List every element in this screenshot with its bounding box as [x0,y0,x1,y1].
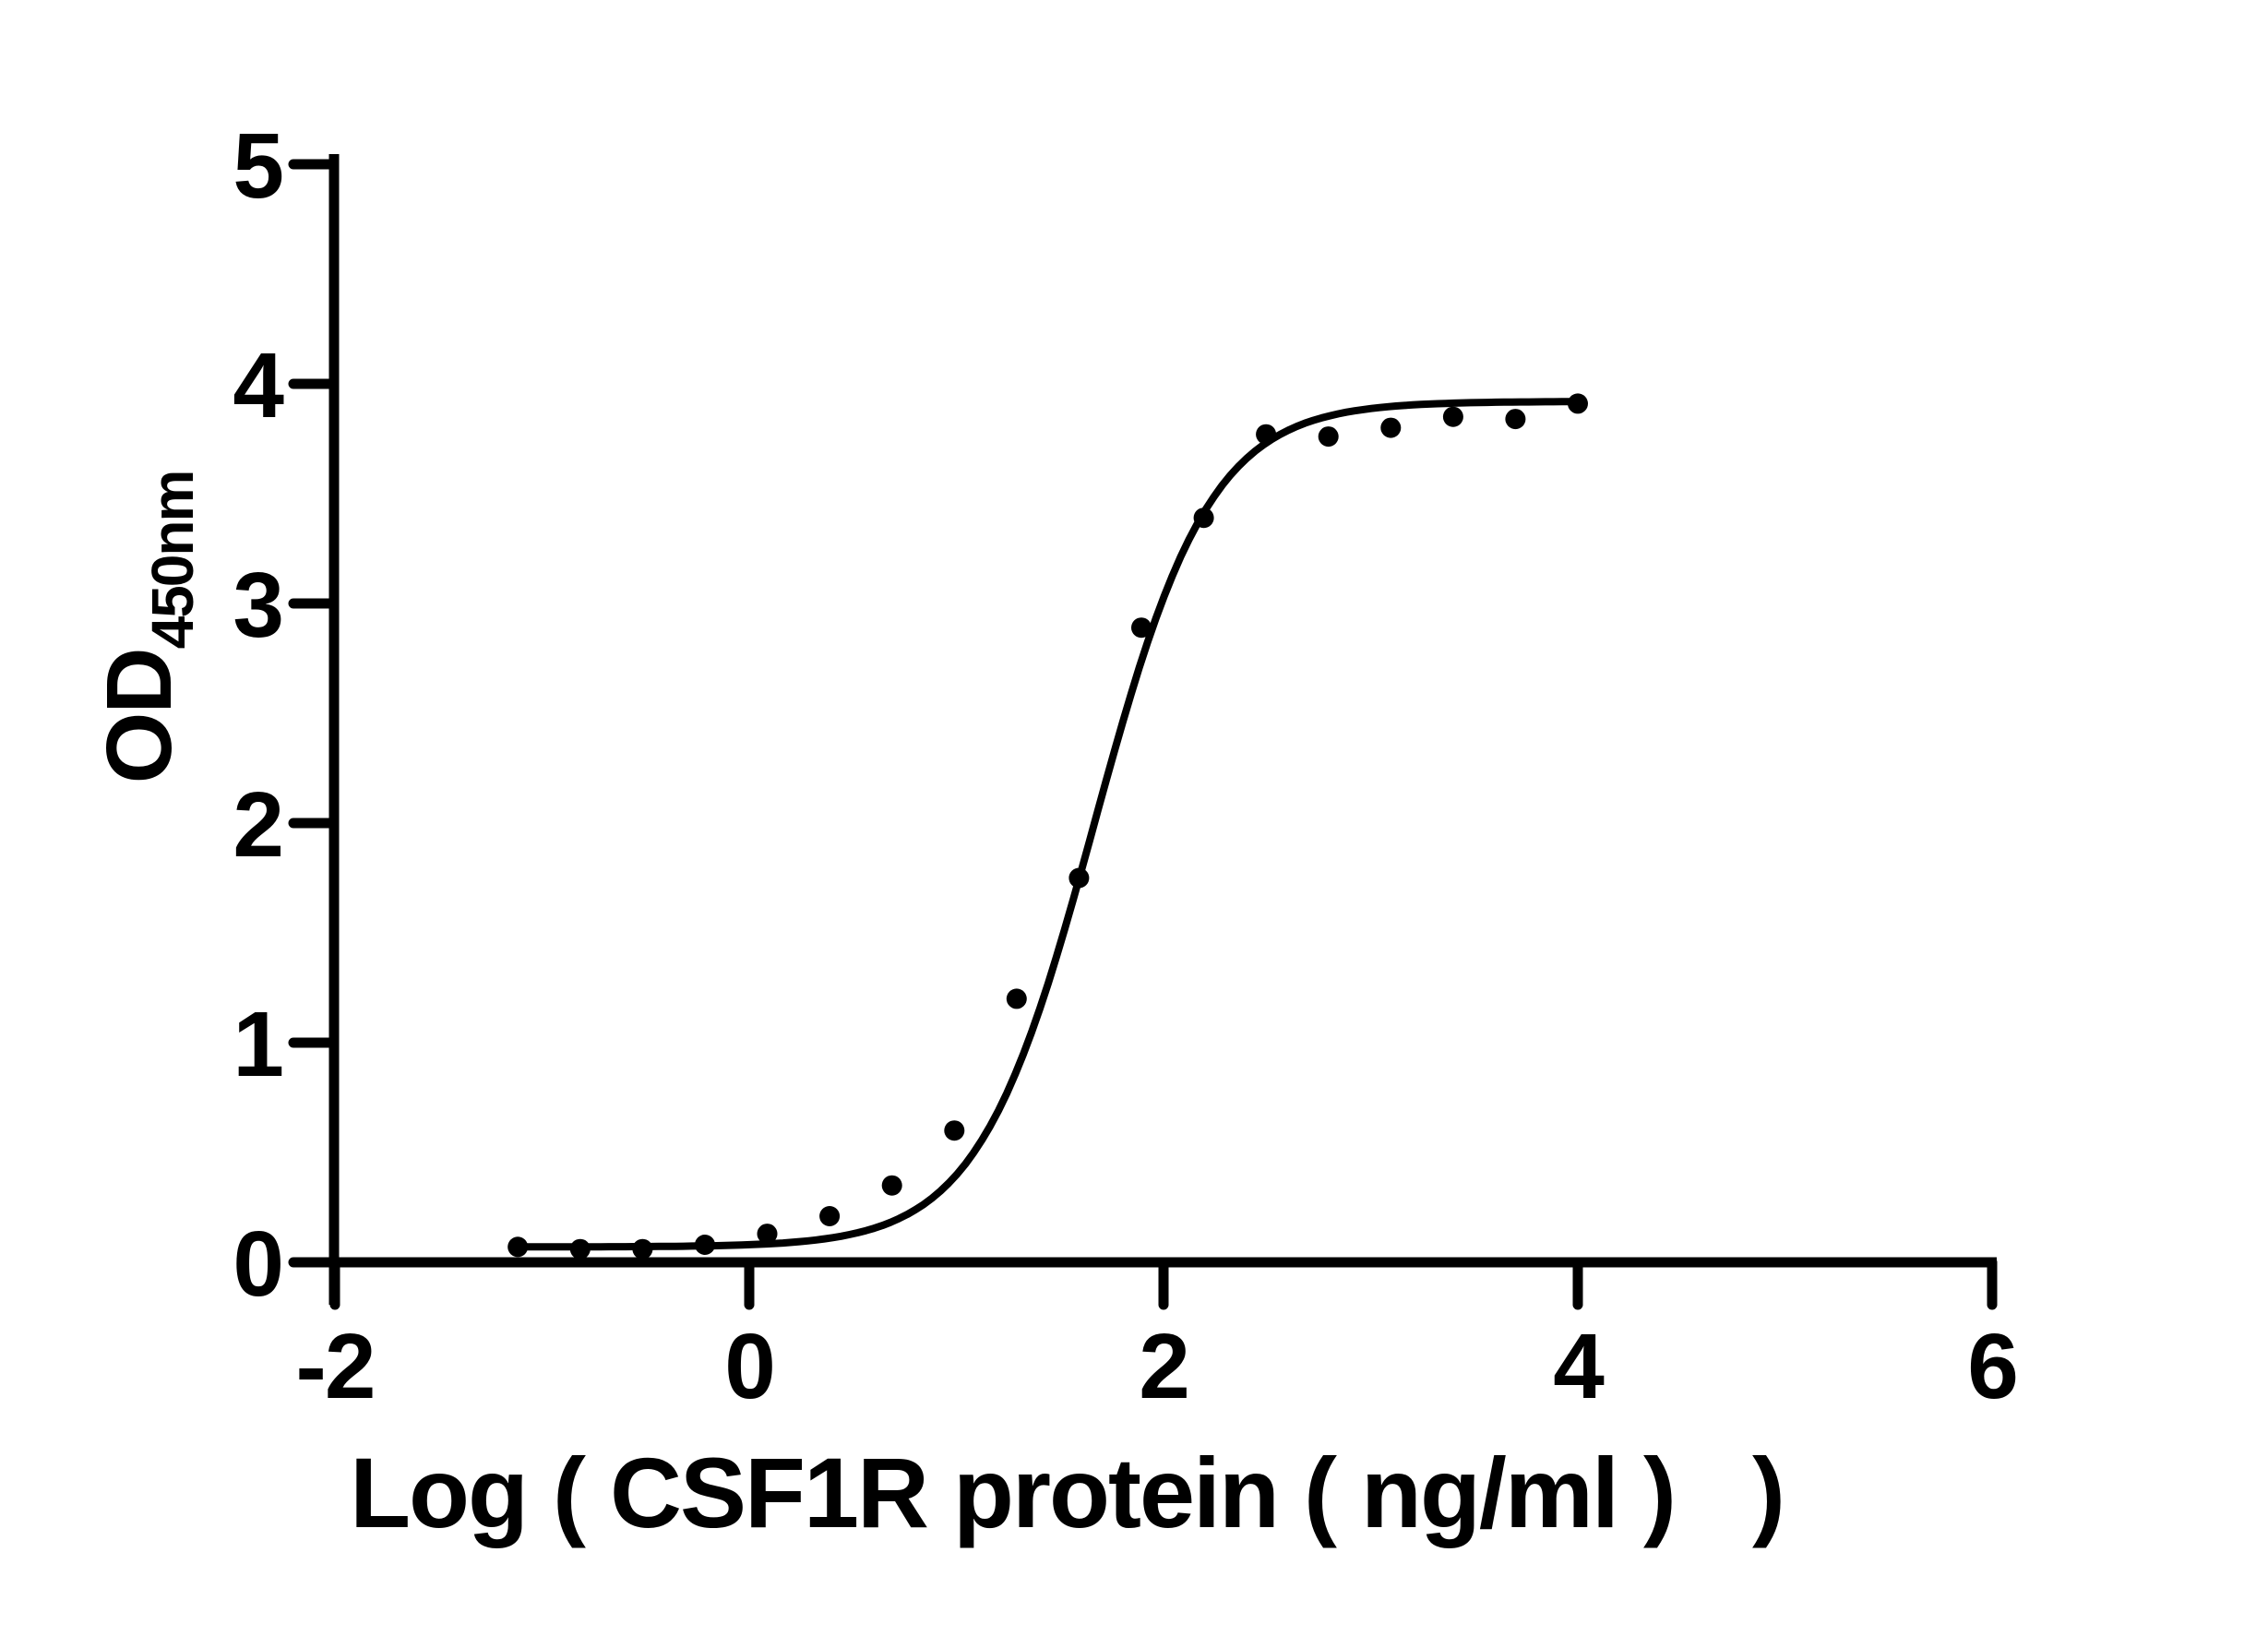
data-point [569,1238,591,1260]
data-point [695,1235,715,1255]
y-tick-label: 3 [233,554,282,657]
y-axis-title: OD450nm [88,472,206,784]
y-axis-title-subscript: 450nm [139,472,206,650]
x-tick-labels: -2 0 2 4 6 [296,1315,2019,1418]
x-tick-label: 6 [1967,1315,2017,1418]
data-point [1193,508,1214,529]
data-point [1442,406,1463,427]
data-point [1068,867,1090,889]
y-axis-title-main: OD [88,649,191,783]
data-point [881,1175,902,1196]
data-point [1505,409,1526,430]
x-tick-label: 0 [724,1315,774,1418]
y-tick-label: 5 [233,114,282,218]
x-axis-ticks [329,1257,1998,1310]
x-axis-title: Log ( CSF1R protein ( ng/ml ) ) [350,1437,1784,1548]
data-point [819,1206,841,1226]
y-tick-label: 4 [233,334,284,437]
data-point [507,1236,529,1258]
data-point [757,1224,778,1245]
data-point [1131,617,1152,639]
data-point [1568,393,1588,414]
x-tick-label: 4 [1553,1315,1605,1418]
y-tick-label: 2 [233,773,282,877]
data-point [1318,426,1339,448]
axes [288,154,1998,1310]
data-point [944,1120,965,1141]
data-points [507,393,1588,1260]
data-point [632,1238,653,1260]
y-tick-label: 1 [233,993,282,1096]
y-tick-labels: 0 1 2 3 4 5 [233,114,286,1316]
y-axis-ticks [288,159,340,1268]
data-point [1006,988,1027,1009]
data-point [1256,424,1277,445]
x-tick-label: -2 [296,1315,375,1418]
x-tick-label: 2 [1139,1315,1188,1418]
data-point [1380,417,1402,438]
y-tick-label: 0 [233,1212,282,1316]
fit-curve [514,398,1582,1251]
